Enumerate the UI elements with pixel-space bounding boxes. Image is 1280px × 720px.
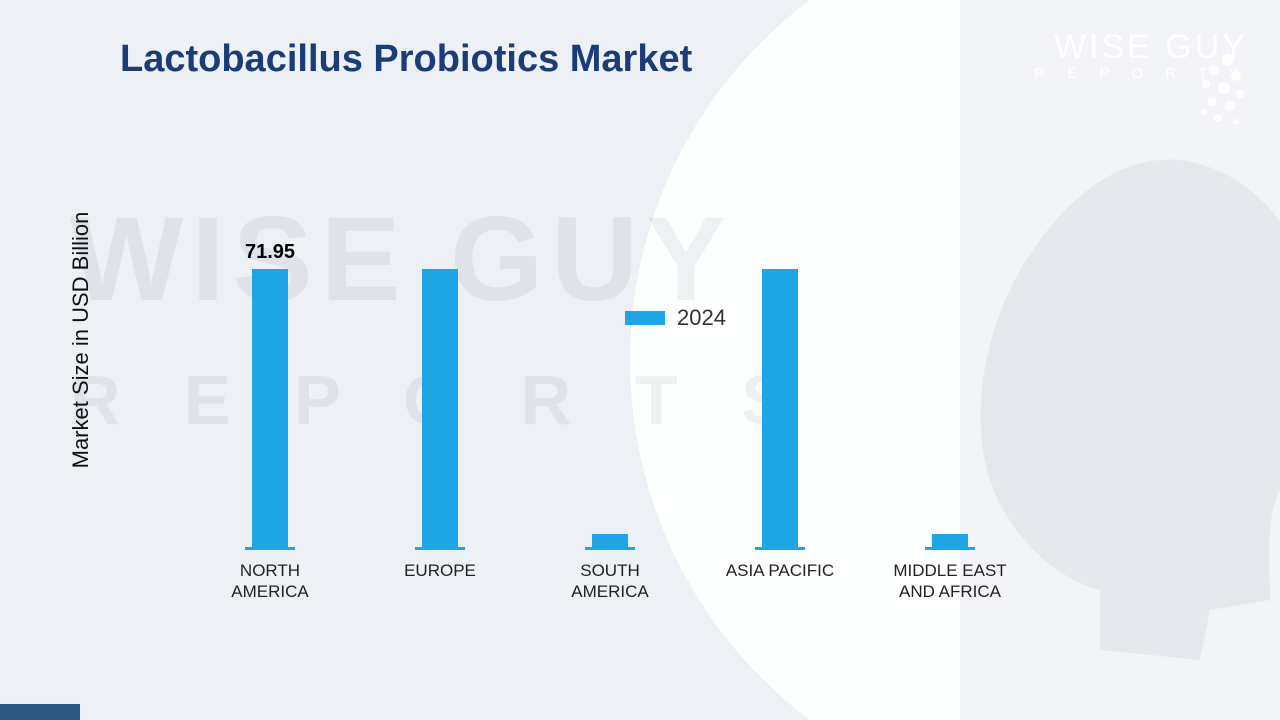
bar [762, 269, 798, 550]
bar-chart: 71.95NORTH AMERICAEUROPESOUTH AMERICAASI… [110, 150, 950, 550]
bar: 71.95 [252, 269, 288, 550]
bottom-accent [0, 704, 80, 720]
chart-title: Lactobacillus Probiotics Market [120, 38, 692, 81]
y-axis-label: Market Size in USD Billion [68, 212, 94, 469]
category-label: SOUTH AMERICA [540, 560, 680, 603]
category-label: EUROPE [370, 560, 510, 581]
category-label: NORTH AMERICA [200, 560, 340, 603]
bar [932, 534, 968, 550]
bar [592, 534, 628, 550]
brand-logo: WISE GUY R E P O R T S [1034, 28, 1248, 82]
brand-dots-icon [1158, 48, 1248, 138]
category-label: MIDDLE EAST AND AFRICA [880, 560, 1020, 603]
category-label: ASIA PACIFIC [710, 560, 850, 581]
bar-value-label: 71.95 [245, 241, 295, 264]
chart-container: WISE GUY R E P O R T S WISE GUY R E P O … [0, 0, 1280, 720]
bar [422, 269, 458, 550]
